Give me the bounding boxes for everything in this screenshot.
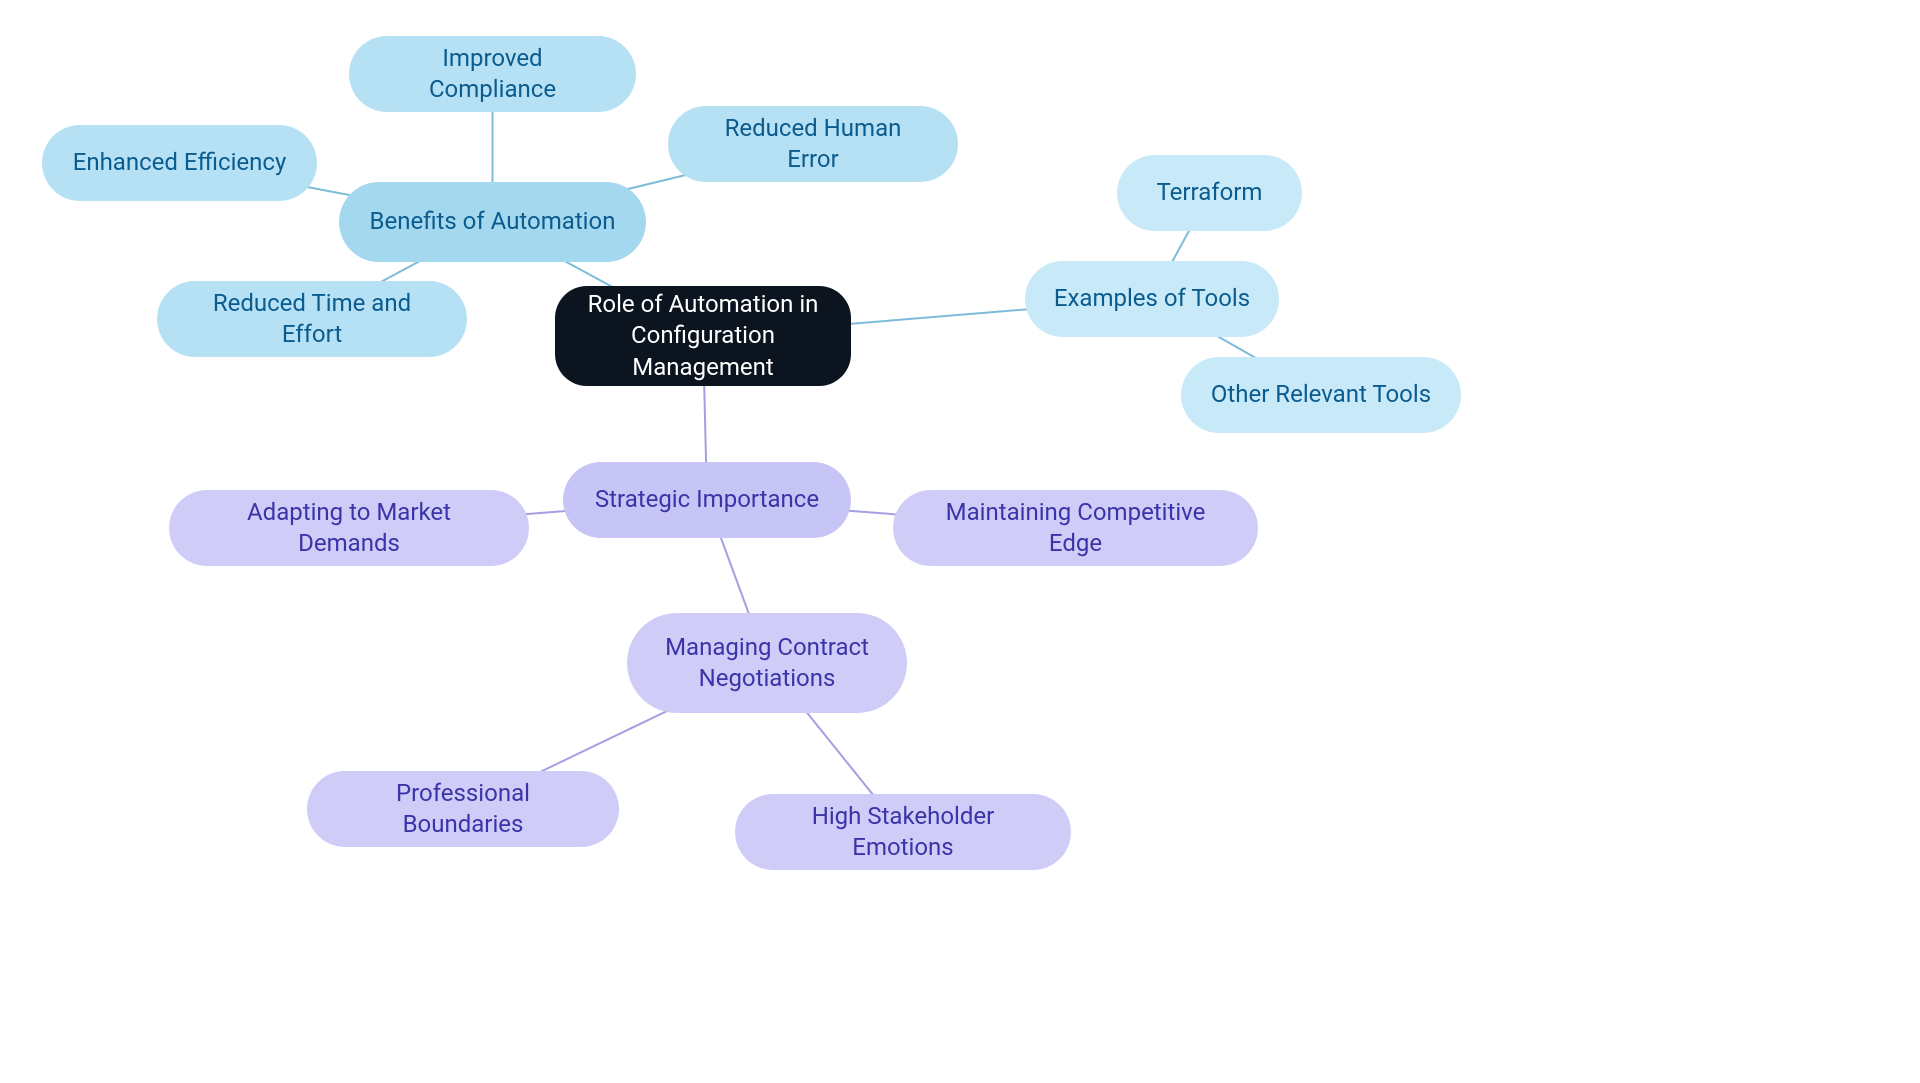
node-competitive: Maintaining Competitive Edge	[893, 490, 1258, 566]
node-enhanced-efficiency: Enhanced Efficiency	[42, 125, 317, 201]
node-boundaries: Professional Boundaries	[307, 771, 619, 847]
node-terraform: Terraform	[1117, 155, 1302, 231]
node-adapting: Adapting to Market Demands	[169, 490, 529, 566]
node-stakeholder: High Stakeholder Emotions	[735, 794, 1071, 870]
node-improved-compliance: Improved Compliance	[349, 36, 636, 112]
node-reduced-error: Reduced Human Error	[668, 106, 958, 182]
node-reduced-time: Reduced Time and Effort	[157, 281, 467, 357]
node-other-tools: Other Relevant Tools	[1181, 357, 1461, 433]
node-strategic: Strategic Importance	[563, 462, 851, 538]
node-contract: Managing Contract Negotiations	[627, 613, 907, 713]
node-examples: Examples of Tools	[1025, 261, 1279, 337]
node-root: Role of Automation in Configuration Mana…	[555, 286, 851, 386]
node-benefits: Benefits of Automation	[339, 182, 646, 262]
